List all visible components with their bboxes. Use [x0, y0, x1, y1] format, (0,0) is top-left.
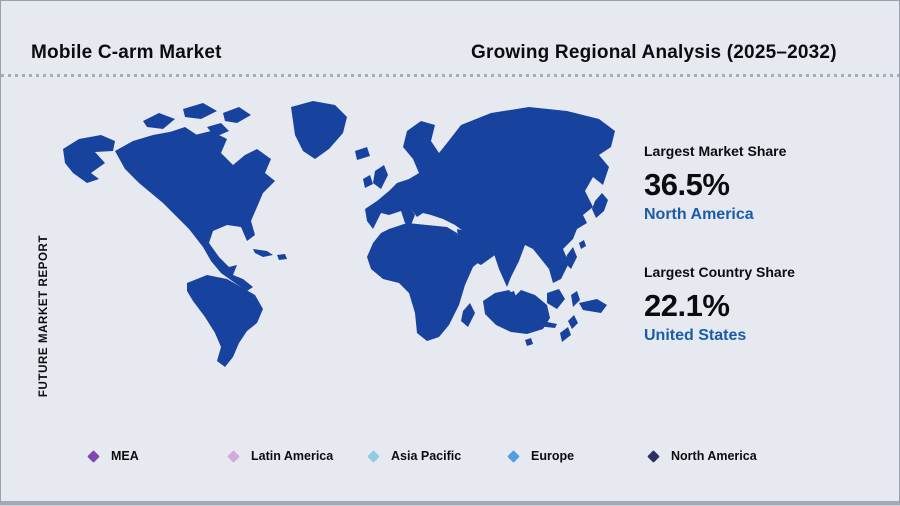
legend-label: Latin America — [251, 449, 334, 463]
island-tasmania — [525, 338, 533, 346]
continent-alaska — [63, 135, 115, 183]
legend-diamond-marker — [87, 449, 100, 463]
stat-value: 36.5% — [644, 167, 730, 202]
legend-label: Europe — [531, 449, 575, 463]
legend-diamond-marker — [647, 449, 660, 463]
dotted-divider — [1, 74, 899, 77]
island-japan — [592, 193, 608, 218]
island-sulawesi — [571, 291, 580, 307]
continent-greenland — [291, 101, 347, 159]
island-borneo — [547, 289, 565, 309]
legend-item-mea: MEA — [87, 448, 139, 464]
stat-value: 22.1% — [644, 288, 730, 323]
arctic-island — [143, 113, 175, 129]
stat-country-share: Largest Country Share 22.1% United State… — [644, 264, 889, 345]
island-new-zealand-south — [560, 327, 571, 342]
legend-label: Asia Pacific — [391, 449, 462, 463]
island-iceland — [355, 147, 370, 160]
stat-label: Largest Country Share — [644, 264, 795, 280]
stat-region: North America — [644, 206, 754, 223]
island-taiwan — [579, 240, 586, 249]
world-map-svg — [63, 101, 615, 367]
continent-eurasia — [365, 107, 615, 287]
legend-diamond-marker — [367, 449, 380, 463]
legend-diamond-marker — [507, 449, 520, 463]
page-title: Mobile C-arm Market — [31, 42, 222, 63]
world-map — [59, 97, 624, 407]
island-ireland — [363, 175, 373, 188]
island-new-zealand-north — [568, 315, 578, 329]
page-subtitle: Growing Regional Analysis (2025–2032) — [471, 42, 837, 63]
stat-market-share: Largest Market Share 36.5% North America — [644, 143, 889, 224]
continent-australia — [483, 290, 550, 334]
continent-north-america — [115, 131, 275, 291]
stat-region: United States — [644, 327, 747, 344]
island-hispaniola — [277, 254, 287, 260]
continent-africa — [367, 223, 485, 341]
island-madagascar — [461, 303, 475, 327]
legend-item-north-america: North America — [647, 448, 757, 464]
island-cuba — [253, 249, 273, 257]
legend-item-latin-america: Latin America — [227, 448, 334, 464]
island-philippines — [565, 247, 577, 269]
legend-label: North America — [671, 449, 757, 463]
island-great-britain — [373, 165, 388, 189]
island-new-guinea — [579, 299, 607, 313]
arctic-island — [183, 103, 217, 119]
arctic-island — [223, 107, 251, 123]
continent-south-america — [187, 275, 263, 367]
legend-item-asia-pacific: Asia Pacific — [367, 448, 462, 464]
legend-diamond-marker — [227, 449, 240, 463]
legend-label: MEA — [111, 449, 139, 463]
brand-vertical-text: FUTURE MARKET REPORT — [38, 234, 50, 398]
legend-item-europe: Europe — [507, 448, 575, 464]
stat-label: Largest Market Share — [644, 143, 787, 159]
